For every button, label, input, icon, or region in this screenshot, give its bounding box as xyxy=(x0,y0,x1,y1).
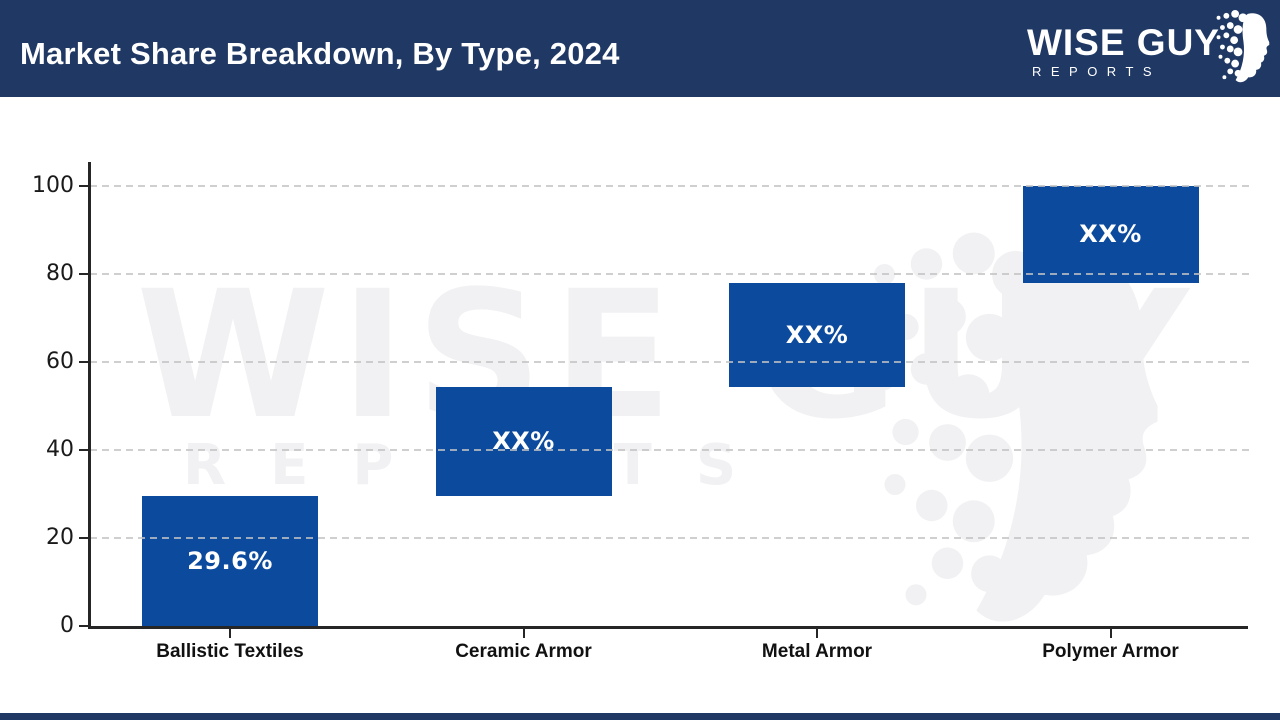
bar-value-label: XX% xyxy=(785,320,849,349)
bar-value-label: XX% xyxy=(492,427,555,456)
chart-title: Market Share Breakdown, By Type, 2024 xyxy=(20,36,620,71)
y-axis-tick xyxy=(79,273,88,275)
bar-value-label: 29.6% xyxy=(187,546,273,575)
bar-value-label: XX% xyxy=(1079,220,1142,249)
x-axis-spine xyxy=(88,626,1248,629)
footer-strip xyxy=(0,713,1280,720)
category-label: Polymer Armor xyxy=(1042,641,1179,662)
wise-guy-reports-logo: WISE GUY REPORTS xyxy=(1027,8,1270,86)
x-axis-tick xyxy=(816,629,818,638)
y-axis-tick xyxy=(79,361,88,363)
y-axis-tick-label: 0 xyxy=(60,613,74,638)
y-axis-tick-label: 20 xyxy=(46,525,74,550)
x-axis-tick xyxy=(522,629,525,638)
y-axis-tick-label: 100 xyxy=(32,173,74,198)
y-axis-tick xyxy=(79,449,88,451)
gridline-80 xyxy=(90,273,1253,275)
waterfall-bar-1: 29.6% xyxy=(142,495,318,626)
y-axis-tick xyxy=(79,537,88,539)
gridline-60 xyxy=(90,361,1253,363)
category-label: Ceramic Armor xyxy=(455,641,592,662)
gridline-40 xyxy=(90,449,1253,451)
y-axis-tick xyxy=(79,625,88,627)
y-axis-spine xyxy=(88,162,91,628)
waterfall-bar-3: XX% xyxy=(729,282,905,388)
gridline-20 xyxy=(90,537,1253,539)
gridline-100 xyxy=(90,185,1253,187)
category-label: Ballistic Textiles xyxy=(156,641,304,662)
y-axis-tick-label: 40 xyxy=(46,437,74,462)
waterfall-bar-4: XX% xyxy=(1022,186,1199,283)
x-axis-tick xyxy=(229,629,231,638)
logo-text: WISE GUY REPORTS xyxy=(1027,24,1220,78)
header-banner: Market Share Breakdown, By Type, 2024 WI… xyxy=(0,0,1280,97)
category-label: Metal Armor xyxy=(761,641,873,662)
logo-subtitle: REPORTS xyxy=(1031,64,1162,79)
x-axis-tick xyxy=(1109,629,1112,638)
y-axis-tick-label: 80 xyxy=(46,261,74,286)
logo-wordmark: WISE GUY xyxy=(1026,22,1220,63)
waterfall-bar-2: XX% xyxy=(435,387,612,496)
y-axis-tick-label: 60 xyxy=(46,349,74,374)
y-axis-tick xyxy=(79,185,88,187)
dotted-head-icon xyxy=(1216,9,1270,83)
